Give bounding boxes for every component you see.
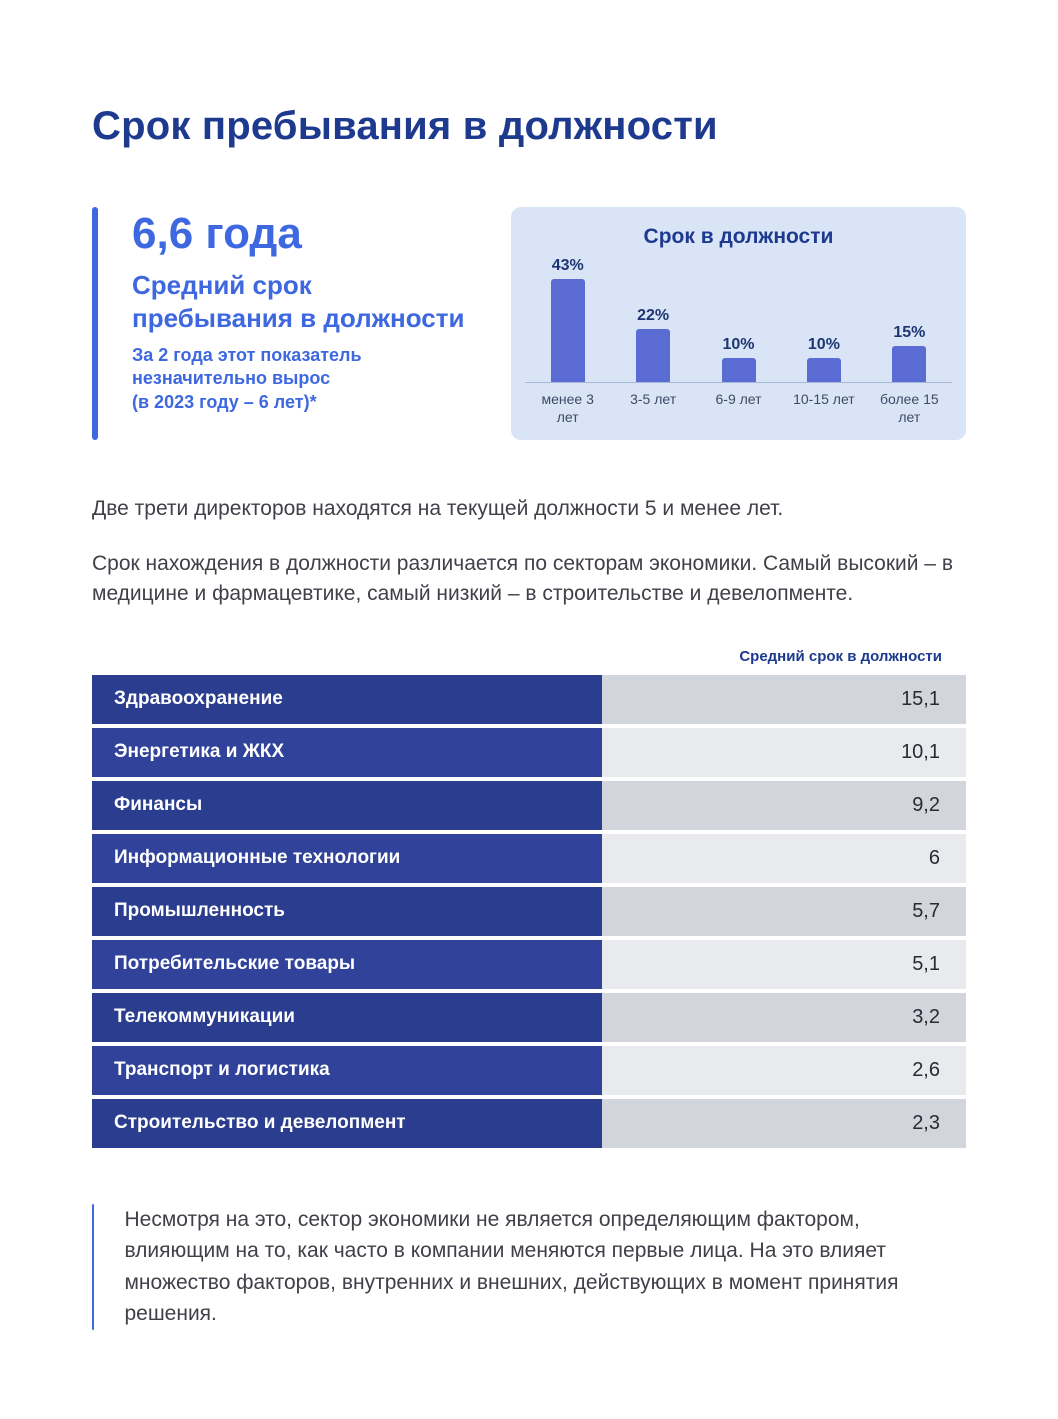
bar-value-label: 22% [637,307,670,324]
quote-accent-bar [92,1203,95,1330]
sector-value: 2,3 [602,1098,966,1148]
bar-category-label: 6-9 лет [715,391,762,407]
sector-name: Здравоохранение [92,674,602,724]
sector-value: 5,7 [602,886,966,936]
sector-name: Транспорт и логистика [92,1045,602,1095]
bar [806,358,841,382]
quote-block: Несмотря на это, сектор экономики не явл… [92,1203,966,1390]
stat-block: 6,6 года Средний срок пребывания в должн… [92,207,464,441]
chart-category-axis: менее 3 лет 3-5 лет 6-9 лет 10-15 лет более … [525,390,952,426]
paragraph-two-thirds: Две трети директоров находятся на текуще… [92,497,784,521]
sector-name: Промышленность [92,886,602,936]
bar-group: 22% [610,307,695,382]
bar-value-label: 10% [722,336,755,353]
bar-category-label: 10-15 лет [793,391,855,407]
sector-value: 15,1 [602,674,966,724]
sector-value: 2,6 [602,1045,966,1095]
sector-value: 6 [602,833,966,883]
bar [636,329,671,382]
sector-name: Потребительские товары [92,939,602,989]
sector-name: Энергетика и ЖКХ [92,727,602,777]
table-row: Энергетика и ЖКХ 10,1 [92,727,966,777]
bar-group: 10% [781,336,866,382]
bar-value-label: 43% [551,257,584,274]
sector-name: Строительство и девелопмент [92,1098,602,1148]
paragraph-sectors: Срок нахождения в должности различается … [92,551,953,606]
chart-bars-area: 43% 22% 10% 10% 15% [525,255,952,383]
sector-name: Информационные технологии [92,833,602,883]
stat-note: За 2 года этот показатель незначительно … [132,345,362,412]
bar-group: 43% [525,257,610,382]
sector-value: 10,1 [602,727,966,777]
stat-and-chart-row: 6,6 года Средний срок пребывания в должн… [92,207,966,441]
table-row: Промышленность 5,7 [92,886,966,936]
table-row: Строительство и девелопмент 2,3 [92,1098,966,1148]
chart-title: Срок в должности [643,225,834,248]
sector-name: Телекоммуникации [92,992,602,1042]
tenure-bar-chart: Срок в должности 43% 22% 10% 10% 15% менее 3… [511,207,966,441]
bar-value-label: 10% [807,336,840,353]
bar [721,358,756,382]
stat-label: Средний срок пребывания в должности [132,270,465,333]
table-row: Здравоохранение 15,1 [92,674,966,724]
table-column-header: Средний срок в должности [739,647,942,665]
quote-text: Несмотря на это, сектор экономики не явл… [124,1207,899,1326]
stat-accent-bar [92,207,98,441]
sector-value: 9,2 [602,780,966,830]
table-row: Финансы 9,2 [92,780,966,830]
table-row: Телекоммуникации 3,2 [92,992,966,1042]
sector-value: 5,1 [602,939,966,989]
stat-value: 6,6 года [132,209,302,258]
bar-group: 15% [867,324,952,382]
bar-category-label: более 15 лет [879,391,939,426]
report-page: Срок пребывания в должности 6,6 года Сре… [92,104,966,1390]
bar-value-label: 15% [893,324,926,341]
bar-group: 10% [696,336,781,382]
table-row: Транспорт и логистика 2,6 [92,1045,966,1095]
sector-tenure-table: Здравоохранение 15,1 Энергетика и ЖКХ 10,1 Ф… [92,674,966,1148]
page-title: Срок пребывания в должности [92,104,718,148]
bar [550,279,585,382]
table-row: Потребительские товары 5,1 [92,939,966,989]
sector-value: 3,2 [602,992,966,1042]
table-row: Информационные технологии 6 [92,833,966,883]
stat-content: 6,6 года Средний срок пребывания в должн… [132,207,464,440]
bar [892,346,927,382]
sector-name: Финансы [92,780,602,830]
bar-category-label: менее 3 лет [541,391,594,426]
bar-category-label: 3-5 лет [630,391,677,407]
